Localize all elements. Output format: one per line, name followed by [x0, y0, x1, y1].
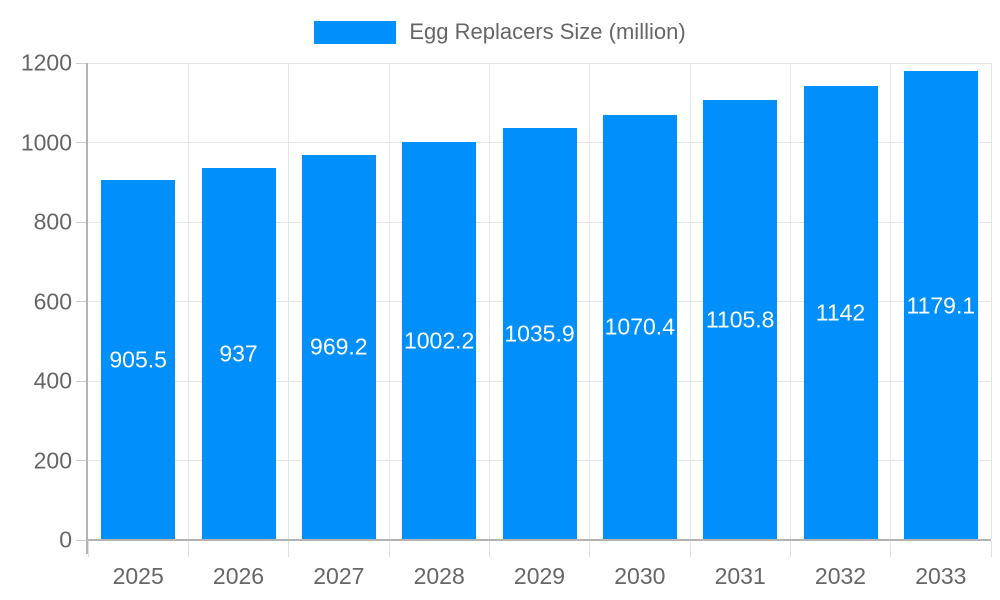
bar-value-label: 1142: [815, 299, 866, 326]
bar[interactable]: [101, 180, 176, 540]
y-axis-tick: [76, 62, 88, 64]
x-axis-tick: [388, 541, 390, 557]
bar-value-label: 937: [219, 340, 258, 367]
bar-value-label: 1002.2: [403, 327, 475, 354]
x-axis-label: 2028: [413, 563, 465, 589]
y-axis-tick: [76, 301, 88, 302]
x-axis-label: 2027: [313, 563, 365, 589]
x-axis-label: 2029: [513, 563, 566, 589]
bar[interactable]: [803, 86, 878, 540]
legend-item[interactable]: Egg Replacers Size (million): [0, 19, 1000, 45]
y-axis-tick: [76, 380, 88, 382]
x-gridline: [388, 63, 390, 540]
x-axis-tick: [689, 541, 691, 557]
x-axis-tick: [488, 541, 490, 557]
x-axis-label: 2026: [212, 563, 265, 589]
x-gridline: [990, 63, 992, 540]
y-gridline: [88, 62, 991, 64]
y-axis-label: 1000: [20, 129, 72, 155]
y-axis-tick: [76, 221, 88, 223]
y-axis-label: 400: [33, 367, 72, 394]
bar-value-label: 1070.4: [604, 313, 675, 340]
x-gridline: [488, 63, 490, 540]
y-axis-label: 600: [33, 288, 72, 314]
x-gridline: [187, 63, 189, 540]
bar[interactable]: [703, 100, 778, 540]
bar-value-label: 905.5: [109, 346, 167, 373]
x-axis-tick: [589, 541, 591, 557]
x-gridline: [589, 63, 591, 540]
x-gridline: [789, 63, 791, 540]
y-axis-tick: [76, 460, 88, 461]
y-axis-tick: [76, 539, 88, 541]
x-axis-label: 2032: [814, 563, 867, 589]
bar-value-label: 969.2: [310, 333, 368, 360]
y-axis-label: 800: [33, 208, 72, 235]
bar-value-label: 1179.1: [906, 292, 976, 319]
x-axis-label: 2025: [112, 563, 164, 589]
x-axis-tick: [87, 541, 89, 557]
x-axis-line: [86, 539, 991, 541]
x-axis-tick: [789, 541, 791, 557]
legend-label: Egg Replacers Size (million): [409, 19, 686, 44]
y-axis-tick: [76, 142, 88, 143]
y-axis-label: 200: [33, 447, 72, 473]
bar-value-label: 1035.9: [504, 320, 575, 347]
x-axis-label: 2030: [614, 563, 666, 589]
bar[interactable]: [201, 167, 276, 540]
bar[interactable]: [903, 71, 978, 540]
x-gridline: [288, 63, 290, 540]
bar-value-label: 1105.8: [705, 306, 775, 333]
x-axis-label: 2033: [915, 563, 967, 589]
bar[interactable]: [602, 114, 677, 540]
y-axis-label: 1200: [20, 49, 72, 76]
bar[interactable]: [402, 141, 477, 540]
x-gridline: [890, 63, 892, 540]
y-axis-line: [86, 63, 88, 554]
legend-swatch: [314, 20, 397, 44]
bar[interactable]: [502, 128, 577, 540]
x-gridline: [689, 63, 691, 540]
x-axis-tick: [990, 541, 992, 557]
x-axis-tick: [288, 541, 290, 557]
bar[interactable]: [301, 154, 376, 540]
x-axis-tick: [187, 541, 189, 557]
y-axis-label: 0: [59, 526, 72, 553]
x-axis-tick: [890, 541, 892, 557]
x-axis-label: 2031: [714, 563, 766, 589]
